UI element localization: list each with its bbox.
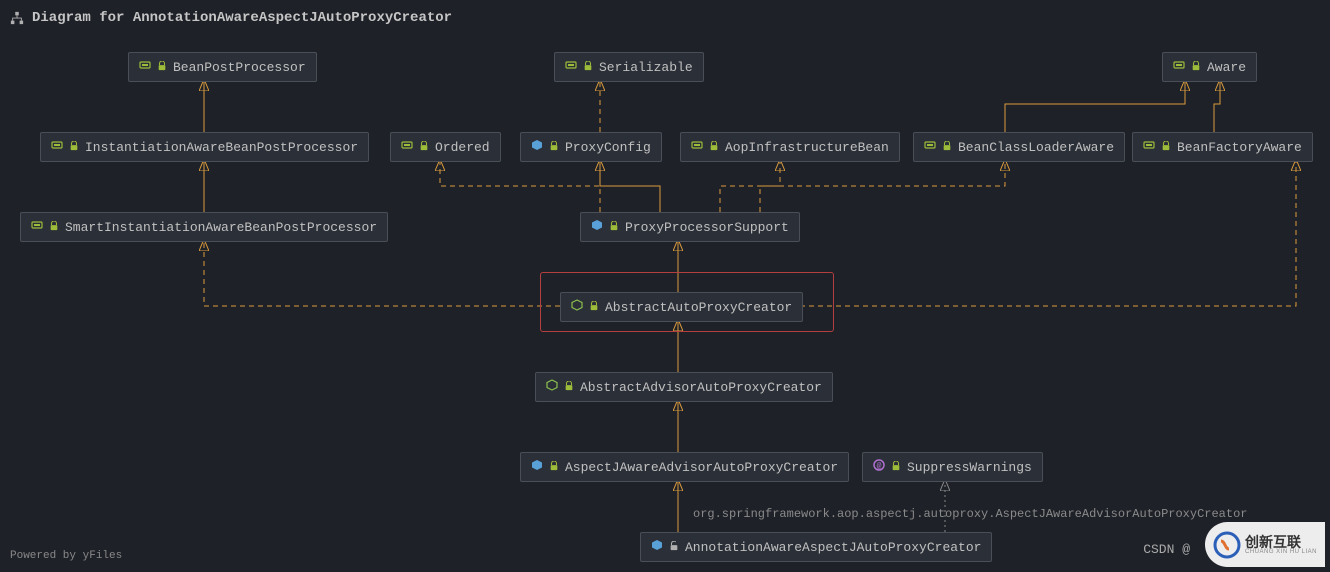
node-label: BeanFactoryAware [1177, 140, 1302, 155]
node-label: ProxyProcessorSupport [625, 220, 789, 235]
class-node[interactable]: AbstractAdvisorAutoProxyCreator [535, 372, 833, 402]
footer-left: Powered by yFiles [10, 550, 122, 562]
node-label: SmartInstantiationAwareBeanPostProcessor [65, 220, 377, 235]
lock-icon [549, 460, 559, 475]
class-node[interactable]: AopInfrastructureBean [680, 132, 900, 162]
class-icon [531, 139, 543, 155]
interface-icon [401, 139, 413, 155]
lock-icon [157, 60, 167, 75]
class-node[interactable]: AspectJAwareAdvisorAutoProxyCreator [520, 452, 849, 482]
lock-icon [709, 140, 719, 155]
class-node[interactable]: ProxyConfig [520, 132, 662, 162]
diagram-canvas[interactable]: BeanPostProcessor Serializable Aware Instan… [0, 0, 1330, 572]
interface-icon [691, 139, 703, 155]
node-label: SuppressWarnings [907, 460, 1032, 475]
node-label: Ordered [435, 140, 490, 155]
lock-icon [669, 540, 679, 555]
node-label: AnnotationAwareAspectJAutoProxyCreator [685, 540, 981, 555]
class-node[interactable]: AbstractAutoProxyCreator [560, 292, 803, 322]
package-label: org.springframework.aop.aspectj.autoprox… [693, 507, 1248, 521]
class-node[interactable]: SmartInstantiationAwareBeanPostProcessor [20, 212, 388, 242]
lock-icon [69, 140, 79, 155]
brand-logo: 创新互联 CHUANG XIN HU LIAN [1205, 522, 1325, 567]
lock-icon [589, 300, 599, 315]
node-label: Serializable [599, 60, 693, 75]
node-label: ProxyConfig [565, 140, 651, 155]
node-label: AopInfrastructureBean [725, 140, 889, 155]
class-node[interactable]: Serializable [554, 52, 704, 82]
lock-icon [49, 220, 59, 235]
node-label: AbstractAutoProxyCreator [605, 300, 792, 315]
lock-icon [564, 380, 574, 395]
interface-icon [565, 59, 577, 75]
interface-icon [31, 219, 43, 235]
class-node[interactable]: BeanClassLoaderAware [913, 132, 1125, 162]
class-node[interactable]: AnnotationAwareAspectJAutoProxyCreator [640, 532, 992, 562]
lock-icon [583, 60, 593, 75]
lock-icon [609, 220, 619, 235]
brand-logo-icon [1213, 531, 1241, 559]
class-node[interactable]: Aware [1162, 52, 1257, 82]
interface-icon [51, 139, 63, 155]
interface-icon [1173, 59, 1185, 75]
lock-icon [1161, 140, 1171, 155]
interface-icon [924, 139, 936, 155]
node-label: BeanPostProcessor [173, 60, 306, 75]
lock-icon [1191, 60, 1201, 75]
class-node[interactable]: @ SuppressWarnings [862, 452, 1043, 482]
interface-icon [1143, 139, 1155, 155]
class-node[interactable]: Ordered [390, 132, 501, 162]
csdn-watermark: CSDN @ [1143, 542, 1190, 557]
lock-icon [942, 140, 952, 155]
class-node[interactable]: ProxyProcessorSupport [580, 212, 800, 242]
abstract-icon [546, 379, 558, 395]
node-label: BeanClassLoaderAware [958, 140, 1114, 155]
lock-icon [891, 460, 901, 475]
class-node[interactable]: BeanFactoryAware [1132, 132, 1313, 162]
node-label: Aware [1207, 60, 1246, 75]
lock-icon [419, 140, 429, 155]
node-label: AspectJAwareAdvisorAutoProxyCreator [565, 460, 838, 475]
svg-text:@: @ [877, 462, 882, 471]
lock-icon [549, 140, 559, 155]
class-icon [591, 219, 603, 235]
class-node[interactable]: BeanPostProcessor [128, 52, 317, 82]
node-label: AbstractAdvisorAutoProxyCreator [580, 380, 822, 395]
class-icon [531, 459, 543, 475]
annotation-icon: @ [873, 459, 885, 475]
class-icon [651, 539, 663, 555]
abstract-icon [571, 299, 583, 315]
class-node[interactable]: InstantiationAwareBeanPostProcessor [40, 132, 369, 162]
interface-icon [139, 59, 151, 75]
node-label: InstantiationAwareBeanPostProcessor [85, 140, 358, 155]
